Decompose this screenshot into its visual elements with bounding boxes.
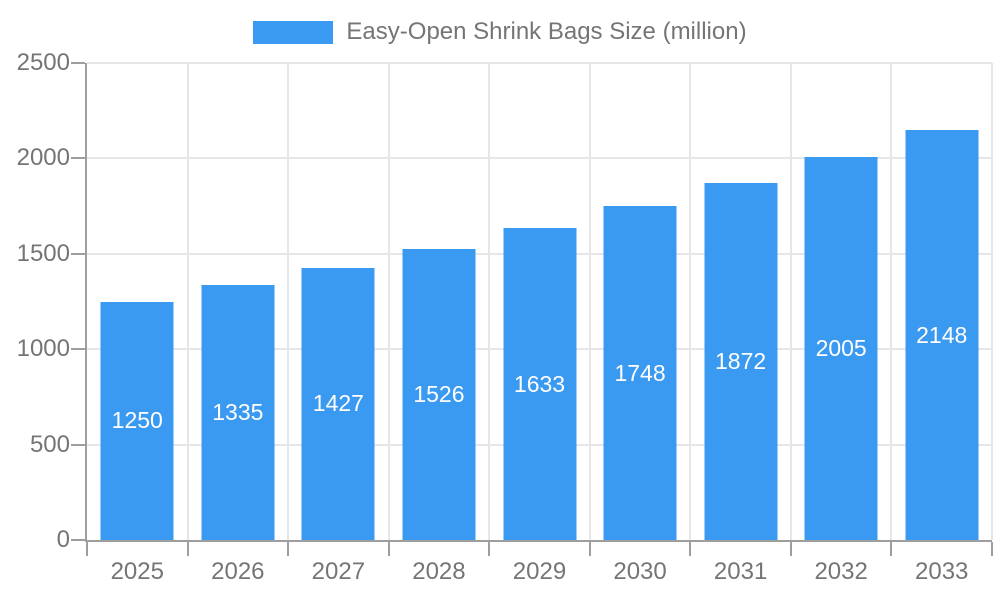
y-tick [71, 62, 85, 64]
plot-area: 1250 1335 1427 1526 1633 1748 1872 2005 2148 [85, 62, 993, 542]
y-tick-label: 1500 [16, 239, 70, 267]
x-tick [186, 542, 189, 556]
bar-2031: 1872 [704, 182, 778, 540]
x-tick [789, 542, 792, 556]
v-gridline [287, 63, 290, 540]
y-tick [71, 157, 85, 160]
x-tick-label: 2026 [211, 558, 265, 585]
x-tick-label: 2031 [713, 558, 768, 585]
bar-2026: 1335 [201, 285, 275, 540]
y-tick [71, 252, 85, 255]
y-tick-label: 1000 [16, 335, 70, 363]
bar-value-label: 1427 [312, 390, 364, 417]
x-tick-label: 2027 [311, 558, 366, 585]
bar-2027: 1427 [301, 267, 375, 540]
h-gridline [87, 157, 992, 160]
x-tick [890, 542, 893, 556]
y-tick [71, 443, 85, 446]
bar-value-label: 1335 [212, 399, 264, 426]
bar-2033: 2148 [905, 130, 979, 540]
x-tick [387, 542, 390, 556]
bar-value-label: 1250 [111, 407, 163, 434]
x-tick-label: 2030 [613, 558, 667, 585]
x-tick-label: 2028 [412, 558, 466, 585]
x-tick-label: 2025 [110, 558, 164, 585]
x-tick [488, 542, 491, 556]
v-gridline [186, 63, 189, 540]
v-gridline [387, 63, 390, 540]
bar-value-label: 1633 [513, 370, 566, 397]
y-tick-label: 2500 [16, 49, 70, 76]
v-gridline [890, 63, 893, 540]
bar-value-label: 2148 [916, 321, 968, 348]
legend-label: Easy-Open Shrink Bags Size (million) [346, 18, 747, 45]
y-tick-label: 500 [29, 430, 70, 458]
v-gridline [488, 63, 491, 540]
v-gridline [689, 63, 692, 540]
bar-value-label: 1526 [413, 380, 465, 407]
y-tick [71, 539, 85, 541]
x-tick [588, 542, 591, 556]
legend-swatch [253, 20, 334, 44]
bar-2029: 1633 [503, 228, 576, 540]
legend: Easy-Open Shrink Bags Size (million) [0, 18, 1000, 46]
y-tick [71, 348, 85, 351]
x-tick [287, 542, 290, 556]
x-tick [991, 542, 993, 556]
x-tick [689, 542, 692, 556]
y-tick-label: 2000 [16, 144, 70, 172]
bar-2025: 1250 [100, 301, 174, 540]
v-gridline [789, 63, 792, 540]
x-tick-label: 2029 [512, 558, 567, 585]
v-gridline [588, 63, 591, 540]
bar-2032: 2005 [804, 157, 878, 540]
x-tick [86, 542, 88, 556]
bar-value-label: 1872 [715, 347, 767, 374]
bar-value-label: 1748 [614, 359, 666, 386]
x-tick-label: 2033 [915, 558, 969, 585]
bar-2028: 1526 [402, 248, 476, 540]
bar-2030: 1748 [603, 206, 677, 540]
y-tick-label: 0 [56, 526, 70, 553]
bar-value-label: 2005 [815, 335, 867, 362]
x-tick-label: 2032 [814, 558, 868, 585]
v-gridline [991, 63, 993, 540]
h-gridline [87, 62, 992, 64]
